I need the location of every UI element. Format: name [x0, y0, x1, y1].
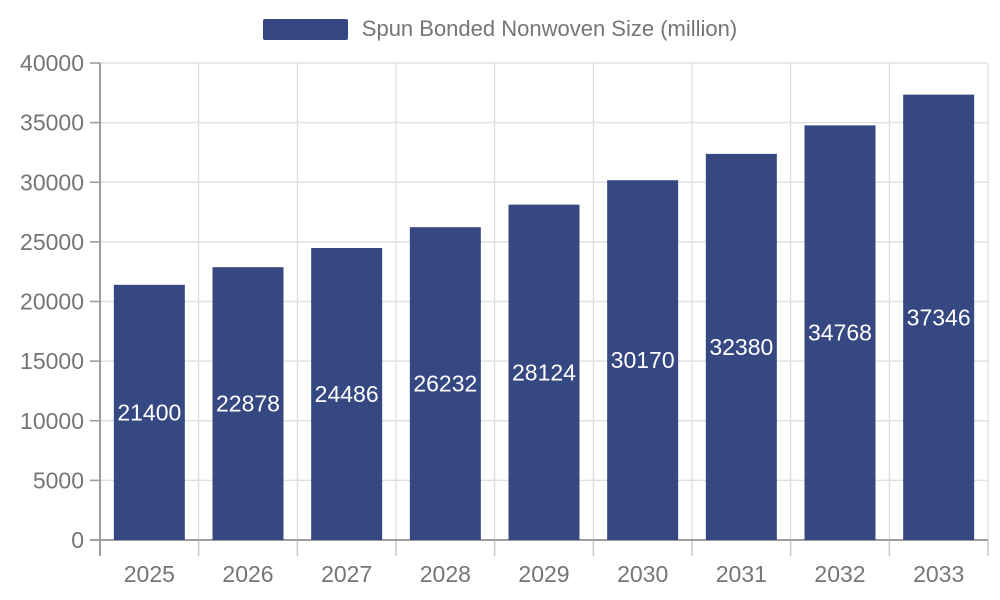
bar[interactable]: [508, 204, 580, 540]
bar[interactable]: [903, 94, 975, 540]
bar-value-label: 22878: [216, 391, 280, 417]
bar[interactable]: [113, 284, 185, 540]
x-tick-label: 2031: [716, 561, 767, 587]
x-tick-label: 2033: [913, 561, 964, 587]
bar[interactable]: [607, 180, 679, 540]
x-tick-label: 2026: [222, 561, 273, 587]
bar-value-label: 32380: [709, 334, 773, 360]
x-tick-label: 2029: [518, 561, 569, 587]
x-tick-label: 2030: [617, 561, 668, 587]
bar-value-label: 28124: [512, 359, 576, 385]
y-tick-label: 10000: [20, 408, 84, 434]
bar-value-label: 30170: [611, 347, 675, 373]
y-tick-label: 5000: [33, 467, 84, 493]
x-tick-label: 2025: [124, 561, 175, 587]
x-tick-label: 2027: [321, 561, 372, 587]
y-tick-label: 20000: [20, 289, 84, 315]
bar[interactable]: [705, 153, 777, 540]
x-tick-label: 2032: [814, 561, 865, 587]
bar-value-label: 24486: [315, 381, 379, 407]
x-tick-label: 2028: [420, 561, 471, 587]
legend-item[interactable]: Spun Bonded Nonwoven Size (million): [0, 18, 1000, 40]
y-tick-label: 0: [71, 527, 84, 553]
bar-value-label: 26232: [413, 371, 477, 397]
bar-value-label: 37346: [907, 304, 971, 330]
bar[interactable]: [311, 248, 383, 540]
y-tick-label: 15000: [20, 348, 84, 374]
bar[interactable]: [409, 227, 481, 540]
legend-label: Spun Bonded Nonwoven Size (million): [361, 16, 738, 41]
y-tick-label: 30000: [20, 169, 84, 195]
bar-value-label: 34768: [808, 320, 872, 346]
y-tick-label: 35000: [20, 110, 84, 136]
bar[interactable]: [804, 125, 876, 540]
bar[interactable]: [212, 267, 284, 540]
y-tick-label: 40000: [20, 50, 84, 76]
y-tick-label: 25000: [20, 229, 84, 255]
legend-swatch: [262, 18, 348, 40]
bar-value-label: 21400: [117, 399, 181, 425]
